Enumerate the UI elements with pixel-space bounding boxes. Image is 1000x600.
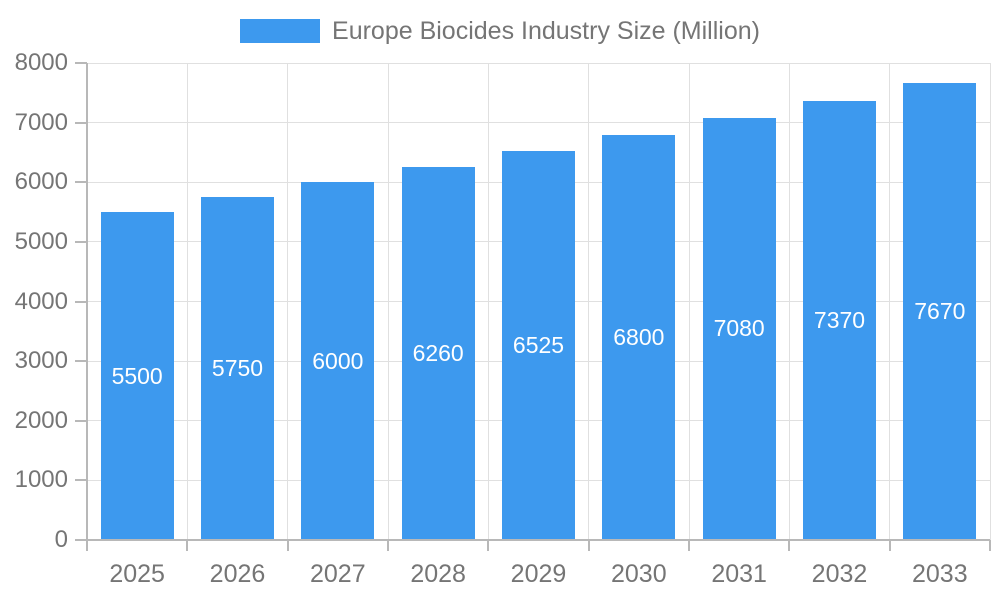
- gridline-vertical: [487, 63, 489, 540]
- y-axis-tick: [75, 240, 87, 243]
- x-axis-label: 2033: [912, 560, 968, 588]
- bar-2026[interactable]: [201, 197, 274, 539]
- x-axis-tick: [688, 540, 690, 551]
- y-axis-tick: [75, 300, 87, 303]
- x-axis-label: 2031: [711, 560, 767, 588]
- x-axis-label: 2032: [811, 560, 868, 588]
- x-axis-tick: [888, 540, 891, 551]
- gridline-vertical: [989, 63, 991, 540]
- gridline-horizontal: [87, 122, 990, 124]
- x-axis-line: [87, 539, 990, 541]
- y-axis-tick: [75, 360, 87, 363]
- y-axis-label: 1000: [14, 466, 68, 494]
- bar-2031[interactable]: [702, 117, 776, 539]
- x-axis-tick: [788, 540, 791, 551]
- y-axis-label: 8000: [14, 49, 68, 76]
- x-axis-tick: [487, 540, 490, 551]
- gridline-vertical: [889, 63, 891, 540]
- x-axis-label: 2027: [310, 560, 366, 588]
- y-axis-tick: [75, 419, 87, 422]
- gridline-vertical: [688, 63, 690, 540]
- bar-2025[interactable]: [100, 212, 174, 539]
- y-axis-label: 2000: [14, 406, 68, 434]
- gridline-horizontal: [87, 62, 990, 64]
- x-axis-tick: [286, 540, 289, 551]
- x-axis-tick: [387, 540, 389, 551]
- gridline-vertical: [788, 63, 790, 540]
- x-axis-label: 2028: [410, 560, 466, 588]
- bar-2027[interactable]: [301, 182, 375, 539]
- y-axis-tick: [75, 181, 87, 184]
- x-axis-label: 2025: [109, 560, 165, 588]
- bar-2032[interactable]: [803, 100, 876, 539]
- y-axis-label: 6000: [14, 168, 68, 196]
- y-axis-line: [86, 63, 88, 551]
- x-axis-tick: [186, 540, 189, 551]
- bar-2033[interactable]: [903, 82, 977, 539]
- gridline-vertical: [588, 63, 590, 540]
- y-axis-label: 3000: [14, 347, 68, 375]
- x-axis-label: 2026: [209, 560, 266, 588]
- bar-2029[interactable]: [502, 150, 575, 539]
- chart-legend[interactable]: Europe Biocides Industry Size (Million): [0, 17, 1000, 45]
- gridline-vertical: [287, 63, 289, 540]
- legend-title: Europe Biocides Industry Size (Million): [332, 16, 760, 45]
- y-axis-tick: [75, 479, 87, 482]
- x-axis-tick: [989, 540, 991, 551]
- x-axis-tick: [587, 540, 590, 551]
- y-axis-tick: [75, 121, 87, 124]
- y-axis-label: 0: [54, 526, 68, 553]
- y-axis-tick: [75, 62, 87, 64]
- x-axis-tick: [86, 540, 88, 551]
- y-axis-label: 5000: [14, 227, 68, 255]
- y-axis-label: 7000: [14, 108, 68, 136]
- y-axis-label: 4000: [14, 287, 68, 315]
- bar-2030[interactable]: [602, 134, 676, 539]
- y-axis-tick: [75, 539, 87, 541]
- legend-swatch: [240, 19, 321, 43]
- gridline-vertical: [186, 63, 188, 540]
- gridline-vertical: [387, 63, 389, 540]
- x-axis-label: 2029: [510, 560, 567, 588]
- bar-2028[interactable]: [401, 166, 475, 539]
- x-axis-label: 2030: [611, 560, 667, 588]
